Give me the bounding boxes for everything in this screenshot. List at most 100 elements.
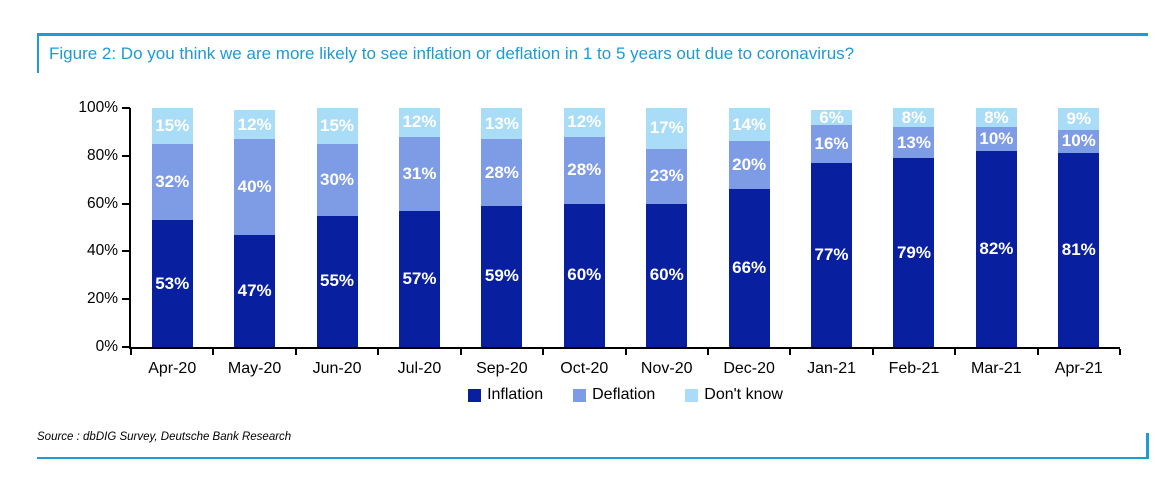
- y-axis-tick: [122, 346, 130, 348]
- y-axis-tick-label: 60%: [86, 194, 118, 212]
- bar-segment-deflation: [893, 127, 935, 159]
- bar-segment-don-t-know: [481, 108, 523, 140]
- bar-segment-deflation: [811, 124, 853, 163]
- bar-value-label: 28%: [484, 162, 519, 182]
- bar-segment-don-t-know: [975, 108, 1017, 128]
- bar-segment-don-t-know: [646, 108, 688, 149]
- bar-segment-deflation: [234, 139, 276, 235]
- bar-value-label: 15%: [320, 115, 355, 135]
- bar-segment-inflation: [646, 203, 688, 347]
- x-axis-tick: [130, 349, 132, 355]
- bar-segment-don-t-know: [563, 108, 605, 137]
- x-axis-tick: [871, 349, 874, 355]
- legend-swatch-icon: [468, 388, 482, 402]
- legend-item-don-t-know: Don't know: [685, 386, 783, 404]
- bar-value-label: 81%: [1061, 240, 1096, 260]
- legend-label: Inflation: [487, 386, 544, 403]
- figure-bottom-border: [37, 457, 1149, 459]
- bar-value-label: 40%: [237, 176, 272, 196]
- bar-segment-don-t-know: [728, 108, 770, 142]
- bar-segment-deflation: [398, 136, 440, 211]
- bar-value-label: 60%: [567, 265, 602, 285]
- figure-bottom-right-tick: [1146, 433, 1149, 459]
- bar-value-label: 12%: [402, 112, 437, 132]
- y-axis-tick-label: 0%: [95, 338, 118, 355]
- bar-segment-inflation: [234, 234, 276, 347]
- bar-value-label: 10%: [1061, 131, 1096, 151]
- bar-segment-inflation: [481, 205, 523, 347]
- y-axis-tick: [122, 107, 130, 109]
- bar-segment-inflation: [563, 203, 605, 347]
- legend-label: Don't know: [704, 386, 783, 403]
- bar-value-label: 57%: [402, 268, 437, 288]
- x-axis-tick: [212, 349, 215, 355]
- bar-value-label: 10%: [979, 129, 1014, 149]
- bar-value-label: 13%: [896, 132, 931, 152]
- bar-value-label: 8%: [901, 107, 927, 127]
- bar-segment-inflation: [1058, 153, 1100, 347]
- legend-item-deflation: Deflation: [573, 386, 655, 404]
- x-axis-category-label: Jun-20: [312, 360, 362, 377]
- bar-segment-don-t-know: [316, 108, 358, 144]
- bar-segment-deflation: [563, 136, 605, 204]
- bar-segment-don-t-know: [893, 108, 935, 128]
- bar-value-label: 53%: [155, 273, 190, 293]
- x-axis-tick: [1036, 349, 1039, 355]
- legend-item-inflation: Inflation: [468, 386, 543, 404]
- bar-value-label: 31%: [402, 163, 437, 183]
- bar-value-label: 14%: [732, 114, 767, 134]
- x-axis-tick: [542, 349, 545, 355]
- bar-value-label: 77%: [814, 244, 849, 264]
- x-axis-category-label: Sep-20: [476, 360, 528, 377]
- bar-segment-don-t-know: [234, 110, 276, 140]
- y-axis-tick: [122, 202, 130, 205]
- bar-segment-don-t-know: [1058, 108, 1100, 130]
- bar-segment-inflation: [975, 151, 1017, 347]
- bar-value-label: 15%: [155, 115, 190, 135]
- x-axis-category-label: Oct-20: [560, 360, 609, 377]
- y-axis-tick-label: 40%: [86, 242, 118, 260]
- figure-title: Figure 2: Do you think we are more likel…: [37, 36, 1148, 73]
- bar-value-label: 23%: [649, 166, 684, 186]
- bar-segment-inflation: [728, 189, 770, 347]
- bar-segment-don-t-know: [151, 108, 193, 144]
- y-axis-tick: [122, 154, 130, 157]
- legend-label: Deflation: [592, 386, 656, 403]
- x-axis-category-label: Mar-21: [971, 360, 1022, 377]
- x-axis-category-label: Dec-20: [723, 360, 775, 377]
- bar-value-label: 20%: [732, 155, 767, 175]
- x-axis-tick: [624, 349, 627, 355]
- bar-value-label: 17%: [649, 118, 684, 138]
- x-axis-line: [129, 347, 1120, 349]
- y-axis-line: [129, 108, 131, 349]
- bar-segment-deflation: [975, 127, 1017, 151]
- bar-segment-deflation: [728, 141, 770, 190]
- y-axis-tick: [122, 250, 130, 253]
- bar-segment-inflation: [151, 220, 193, 347]
- bar-segment-inflation: [398, 210, 440, 347]
- y-axis-tick: [122, 298, 130, 301]
- bar-value-label: 66%: [732, 258, 767, 278]
- legend-swatch-icon: [573, 388, 587, 402]
- bar-value-label: 9%: [1066, 108, 1092, 128]
- figure-title-box: Figure 2: Do you think we are more likel…: [37, 33, 1148, 73]
- bar-value-label: 32%: [155, 172, 190, 192]
- bar-segment-deflation: [481, 139, 523, 206]
- bar-value-label: 16%: [814, 133, 849, 153]
- bar-segment-inflation: [316, 215, 358, 347]
- x-axis-tick: [377, 349, 380, 355]
- bar-value-label: 55%: [320, 271, 355, 291]
- x-axis-tick: [789, 349, 792, 355]
- source-note: Source : dbDIG Survey, Deutsche Bank Res…: [37, 431, 292, 443]
- x-axis-category-label: Apr-21: [1054, 360, 1103, 377]
- bar-segment-don-t-know: [811, 110, 853, 125]
- bar-value-label: 12%: [567, 112, 602, 132]
- bar-segment-inflation: [811, 162, 853, 347]
- bar-segment-deflation: [646, 148, 688, 204]
- y-axis-tick-label: 20%: [86, 290, 118, 308]
- bar-value-label: 60%: [649, 265, 684, 285]
- bar-segment-inflation: [893, 158, 935, 347]
- x-axis-category-label: Feb-21: [888, 360, 940, 377]
- x-axis-tick: [1119, 349, 1121, 355]
